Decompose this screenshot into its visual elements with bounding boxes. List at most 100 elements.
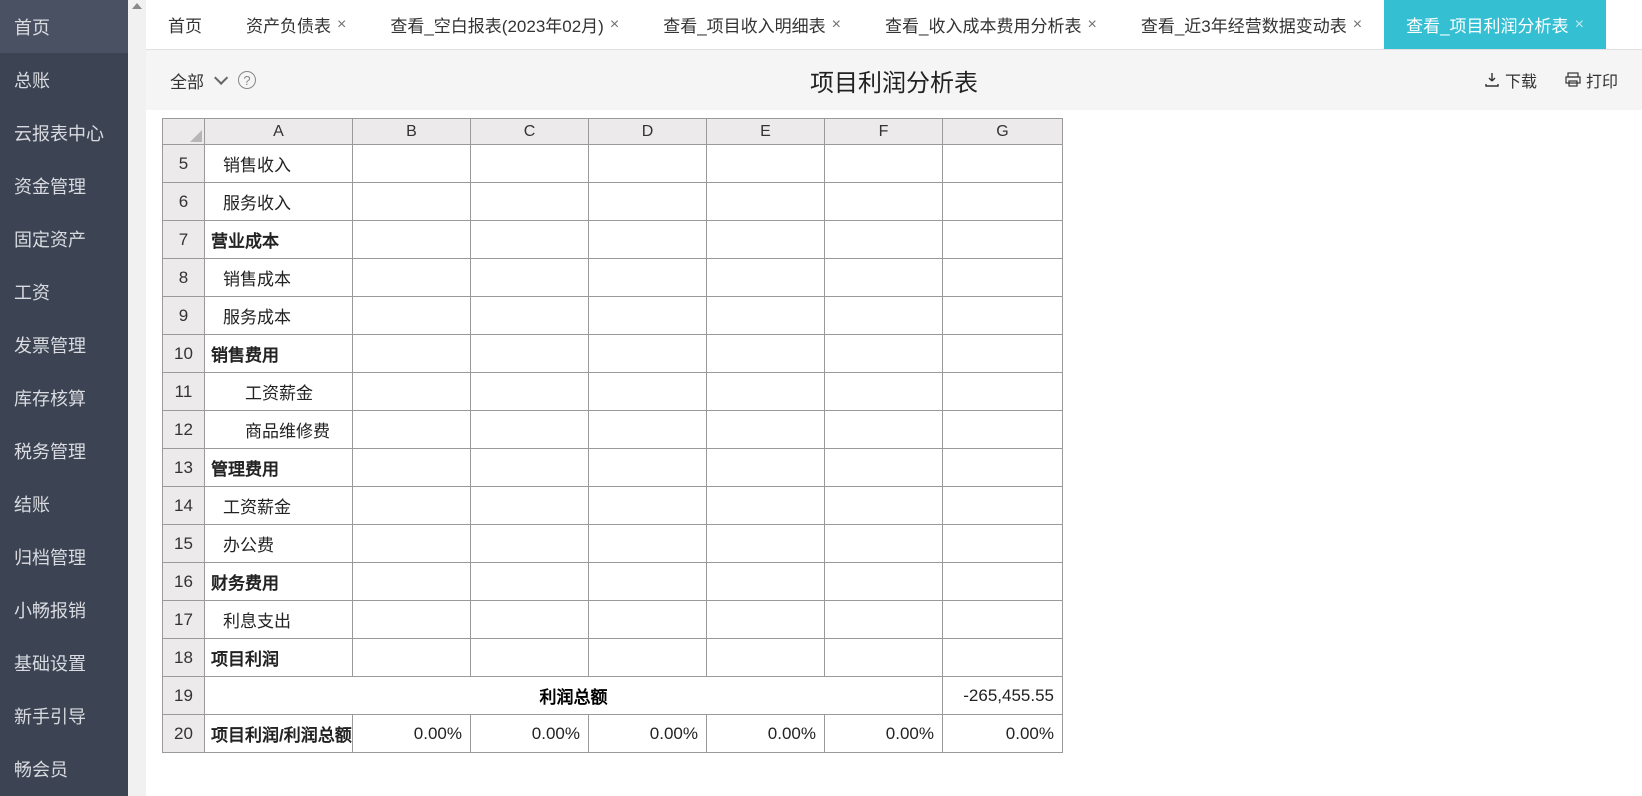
cell[interactable]	[353, 373, 471, 411]
cell[interactable]	[825, 183, 943, 221]
col-header[interactable]: G	[943, 119, 1063, 145]
print-button[interactable]: 打印	[1565, 68, 1618, 92]
tab-home[interactable]: 首页	[146, 0, 224, 49]
cell[interactable]	[589, 183, 707, 221]
sidebar-item-home[interactable]: 首页	[0, 0, 128, 53]
cell[interactable]	[707, 145, 825, 183]
close-icon[interactable]: ×	[832, 16, 841, 34]
sidebar-item-salary[interactable]: 工资	[0, 265, 128, 318]
col-header[interactable]: D	[589, 119, 707, 145]
cell[interactable]	[825, 601, 943, 639]
row-header[interactable]: 18	[163, 639, 205, 677]
cell[interactable]: 商品维修费	[205, 411, 353, 449]
cell[interactable]: 0.00%	[589, 715, 707, 753]
sidebar-item-guide[interactable]: 新手引导	[0, 689, 128, 742]
row-header[interactable]: 11	[163, 373, 205, 411]
tab-project-profit[interactable]: 查看_项目利润分析表×	[1384, 0, 1606, 49]
cell[interactable]	[471, 297, 589, 335]
cell[interactable]	[353, 411, 471, 449]
cell[interactable]	[707, 373, 825, 411]
cell[interactable]	[943, 297, 1063, 335]
tab-blank-report[interactable]: 查看_空白报表(2023年02月)×	[368, 0, 641, 49]
cell[interactable]	[471, 145, 589, 183]
cell[interactable]	[707, 411, 825, 449]
cell[interactable]	[825, 563, 943, 601]
cell[interactable]	[471, 183, 589, 221]
cell[interactable]	[353, 563, 471, 601]
cell[interactable]	[471, 525, 589, 563]
cell[interactable]: 营业成本	[205, 221, 353, 259]
sidebar-item-member[interactable]: 畅会员	[0, 742, 128, 795]
cell[interactable]	[471, 259, 589, 297]
cell[interactable]	[825, 373, 943, 411]
cell[interactable]	[471, 639, 589, 677]
cell[interactable]	[825, 297, 943, 335]
cell[interactable]	[943, 221, 1063, 259]
cell[interactable]	[825, 449, 943, 487]
cell[interactable]	[471, 563, 589, 601]
cell[interactable]: 财务费用	[205, 563, 353, 601]
cell[interactable]	[589, 259, 707, 297]
sidebar-item-reimburse[interactable]: 小畅报销	[0, 583, 128, 636]
cell[interactable]	[589, 563, 707, 601]
cell[interactable]	[353, 297, 471, 335]
cell[interactable]	[589, 411, 707, 449]
cell[interactable]	[707, 601, 825, 639]
row-header[interactable]: 15	[163, 525, 205, 563]
cell[interactable]	[707, 525, 825, 563]
cell[interactable]	[353, 145, 471, 183]
cell[interactable]: 销售费用	[205, 335, 353, 373]
cell[interactable]	[943, 145, 1063, 183]
cell[interactable]	[943, 411, 1063, 449]
cell[interactable]: -265,455.55	[943, 677, 1063, 715]
sidebar-item-inventory[interactable]: 库存核算	[0, 371, 128, 424]
cell[interactable]: 0.00%	[471, 715, 589, 753]
cell[interactable]	[707, 259, 825, 297]
cell[interactable]: 0.00%	[825, 715, 943, 753]
cell[interactable]	[589, 221, 707, 259]
cell[interactable]	[825, 335, 943, 373]
cell[interactable]: 服务收入	[205, 183, 353, 221]
cell[interactable]	[353, 449, 471, 487]
row-header[interactable]: 19	[163, 677, 205, 715]
cell[interactable]	[353, 259, 471, 297]
cell[interactable]	[825, 145, 943, 183]
cell[interactable]	[707, 297, 825, 335]
sidebar-scrollbar[interactable]	[128, 0, 146, 796]
close-icon[interactable]: ×	[337, 16, 346, 34]
cell[interactable]	[825, 221, 943, 259]
sidebar-item-archive[interactable]: 归档管理	[0, 530, 128, 583]
cell[interactable]: 0.00%	[707, 715, 825, 753]
cell[interactable]	[471, 335, 589, 373]
cell[interactable]	[589, 601, 707, 639]
col-header[interactable]: C	[471, 119, 589, 145]
col-header[interactable]: B	[353, 119, 471, 145]
cell[interactable]	[589, 639, 707, 677]
cell[interactable]: 管理费用	[205, 449, 353, 487]
cell[interactable]	[589, 525, 707, 563]
row-header[interactable]: 13	[163, 449, 205, 487]
cell[interactable]	[943, 373, 1063, 411]
tab-project-income[interactable]: 查看_项目收入明细表×	[641, 0, 863, 49]
row-header[interactable]: 5	[163, 145, 205, 183]
cell[interactable]	[353, 183, 471, 221]
close-icon[interactable]: ×	[1575, 16, 1584, 34]
cell[interactable]: 服务成本	[205, 297, 353, 335]
cell[interactable]	[943, 563, 1063, 601]
cell[interactable]: 项目利润	[205, 639, 353, 677]
sidebar-item-cloud-report[interactable]: 云报表中心	[0, 106, 128, 159]
cell[interactable]: 销售收入	[205, 145, 353, 183]
row-header[interactable]: 17	[163, 601, 205, 639]
row-header[interactable]: 9	[163, 297, 205, 335]
cell[interactable]: 办公费	[205, 525, 353, 563]
select-all-corner[interactable]	[163, 119, 205, 145]
cell[interactable]	[825, 487, 943, 525]
cell[interactable]	[943, 449, 1063, 487]
cell[interactable]	[471, 221, 589, 259]
cell[interactable]	[943, 601, 1063, 639]
sidebar-item-tax[interactable]: 税务管理	[0, 424, 128, 477]
sidebar-item-closing[interactable]: 结账	[0, 477, 128, 530]
cell[interactable]	[589, 373, 707, 411]
tab-income-cost[interactable]: 查看_收入成本费用分析表×	[863, 0, 1119, 49]
cell[interactable]	[943, 335, 1063, 373]
